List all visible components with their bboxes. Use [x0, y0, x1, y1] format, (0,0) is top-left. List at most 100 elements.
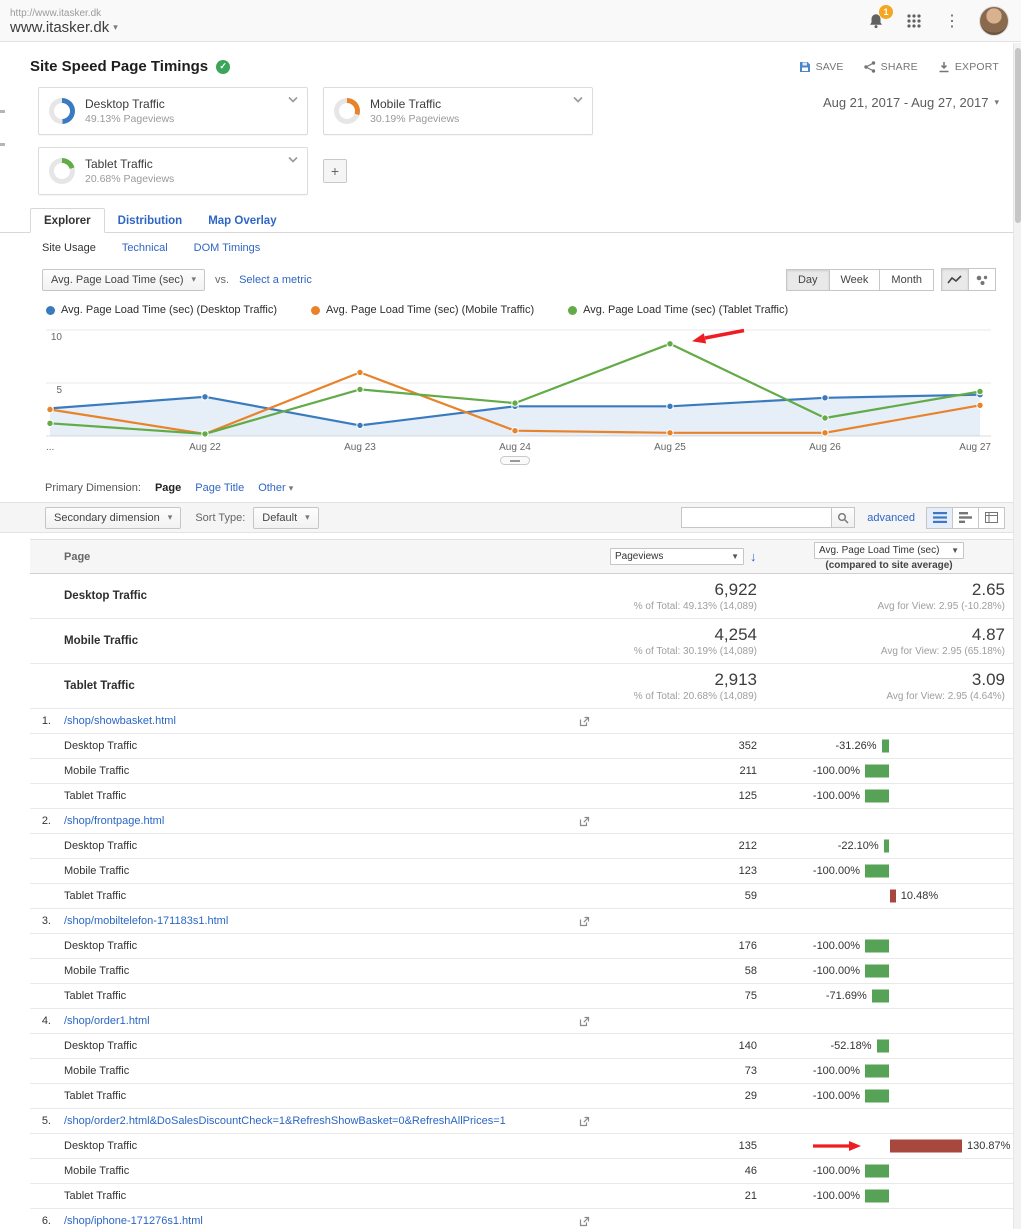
overflow-menu-button[interactable]: ⋮ [941, 10, 963, 32]
secondary-dimension-button[interactable]: Secondary dimension ▾ [45, 506, 182, 529]
sort-type-label: Sort Type: [195, 511, 246, 524]
dimension-page-title[interactable]: Page Title [195, 482, 245, 494]
page-row: 4. /shop/order1.html [30, 1009, 1013, 1034]
open-in-new-icon[interactable] [579, 716, 590, 727]
granularity-week-button[interactable]: Week [828, 268, 881, 291]
granularity-day-button[interactable]: Day [785, 268, 830, 291]
open-in-new-icon[interactable] [579, 1016, 590, 1027]
pivot-view-button[interactable] [978, 506, 1005, 529]
sort-direction-icon[interactable]: ↓ [750, 549, 757, 564]
open-in-new-icon[interactable] [579, 816, 590, 827]
verified-check-icon: ✓ [216, 59, 231, 74]
pageviews-value: 176 [738, 940, 757, 952]
metric-select[interactable]: Avg. Page Load Time (sec) ▾ [42, 268, 206, 291]
granularity-month-button[interactable]: Month [879, 268, 934, 291]
motion-chart-icon [976, 275, 988, 285]
save-button[interactable]: SAVE [799, 61, 844, 73]
segment-donut-icon [334, 98, 360, 124]
page-link[interactable]: /shop/iphone-171276s1.html [64, 1215, 203, 1227]
date-range-picker[interactable]: Aug 21, 2017 - Aug 27, 2017 ▾ [822, 95, 999, 110]
legend-item-avg-page-load-time-sec-desktop-traffic-[interactable]: Avg. Page Load Time (sec) (Desktop Traff… [46, 304, 277, 316]
delta-percentage: -100.00% [812, 1065, 860, 1077]
segment-card-desktop-traffic[interactable]: Desktop Traffic 49.13% Pageviews [38, 87, 308, 135]
table-header-row: Page Pageviews ▼ ↓ Avg. Page Load Time (… [30, 539, 1013, 574]
segment-detail-row: Tablet Traffic 59 10.48% [30, 884, 1013, 909]
apps-grid-button[interactable] [903, 10, 925, 32]
avatar[interactable] [979, 5, 1009, 36]
page-link[interactable]: /shop/order1.html [64, 1015, 150, 1027]
kebab-icon: ⋮ [944, 12, 960, 30]
view-selector[interactable]: www.itasker.dk ▾ [10, 19, 118, 36]
pageviews-value: 135 [738, 1140, 757, 1152]
collapse-timeline-handle[interactable] [500, 456, 530, 465]
export-button[interactable]: EXPORT [938, 61, 999, 73]
motion-chart-view-button[interactable] [968, 268, 996, 291]
chevron-down-icon: ▾ [994, 97, 999, 107]
scrollbar-thumb[interactable] [1015, 48, 1021, 223]
chevron-down-icon[interactable] [572, 96, 584, 104]
open-in-new-icon[interactable] [579, 1116, 590, 1127]
svg-text:Aug 27: Aug 27 [959, 442, 991, 453]
share-button[interactable]: SHARE [863, 61, 918, 73]
notifications-button[interactable]: 1 [865, 4, 893, 32]
pageviews-value: 29 [744, 1090, 757, 1102]
delta-percentage: 10.48% [900, 890, 939, 902]
comparison-view-button[interactable] [952, 506, 979, 529]
search-button[interactable] [831, 507, 856, 528]
subtab-site-usage[interactable]: Site Usage [42, 242, 96, 254]
segment-card-tablet-traffic[interactable]: Tablet Traffic 20.68% Pageviews [38, 147, 308, 195]
line-chart-view-button[interactable] [941, 268, 969, 291]
add-segment-button[interactable]: + [323, 159, 347, 183]
data-table-view-button[interactable] [926, 506, 953, 529]
pageviews-total-sub: % of Total: 20.68% (14,089) [633, 691, 757, 702]
chevron-down-icon[interactable] [287, 96, 299, 104]
segment-row-name: Tablet Traffic [64, 790, 127, 802]
pageviews-value: 58 [744, 965, 757, 977]
subtab-dom-timings[interactable]: DOM Timings [193, 242, 261, 254]
dimension-other[interactable]: Other ▾ [258, 482, 294, 494]
search-icon [838, 512, 849, 523]
segment-row-name: Tablet Traffic [64, 1090, 127, 1102]
chevron-down-icon[interactable] [287, 156, 299, 164]
delta-bar [876, 1039, 889, 1053]
tab-map-overlay[interactable]: Map Overlay [208, 215, 277, 227]
avg-load-time-metric-select[interactable]: Avg. Page Load Time (sec) ▼ [814, 542, 964, 559]
row-number: 4. [41, 1015, 51, 1027]
page-link[interactable]: /shop/order2.html&DoSalesDiscountCheck=1… [64, 1115, 506, 1127]
tab-distribution[interactable]: Distribution [117, 215, 183, 227]
segment-detail-row: Desktop Traffic 176 -100.00% [30, 934, 1013, 959]
open-in-new-icon[interactable] [579, 1216, 590, 1227]
tab-explorer[interactable]: Explorer [30, 208, 105, 233]
table-search: advanced [681, 506, 1005, 529]
segment-card-mobile-traffic[interactable]: Mobile Traffic 30.19% Pageviews [323, 87, 593, 135]
legend-dot-icon [568, 305, 578, 315]
open-in-new-icon[interactable] [579, 916, 590, 927]
column-header-page[interactable]: Page [64, 550, 91, 563]
primary-dimension-label: Primary Dimension: [45, 482, 141, 494]
svg-text:Aug 24: Aug 24 [499, 442, 531, 453]
page-link[interactable]: /shop/frontpage.html [64, 815, 165, 827]
pageviews-metric-select[interactable]: Pageviews ▼ [610, 548, 744, 565]
page-link[interactable]: /shop/showbasket.html [64, 715, 176, 727]
advanced-filter-link[interactable]: advanced [867, 511, 915, 524]
subtab-technical[interactable]: Technical [121, 242, 168, 254]
select-a-metric-link[interactable]: Select a metric [239, 273, 312, 286]
table-grid-icon [932, 512, 947, 523]
sort-type-select[interactable]: Default ▾ [253, 506, 319, 529]
delta-percentage: -31.26% [835, 740, 877, 752]
segment-row-name: Mobile Traffic [64, 765, 130, 777]
chart-plot-area[interactable]: 5 10... Aug 22 Aug 23 Aug 24 Aug 25 Aug 26 Aug … [46, 324, 991, 459]
svg-text:5: 5 [56, 385, 62, 396]
segment-detail-row: Mobile Traffic 73 -100.00% [30, 1059, 1013, 1084]
delta-bar [883, 839, 889, 853]
legend-item-avg-page-load-time-sec-mobile-traffic-[interactable]: Avg. Page Load Time (sec) (Mobile Traffi… [311, 304, 534, 316]
vertical-scrollbar[interactable] [1013, 43, 1021, 1229]
search-input[interactable] [681, 507, 832, 528]
dimension-page[interactable]: Page [154, 482, 182, 494]
page-link[interactable]: /shop/mobiltelefon-171183s1.html [64, 915, 229, 927]
page-row: 6. /shop/iphone-171276s1.html [30, 1209, 1013, 1229]
table-body: Desktop Traffic 6,922 % of Total: 49.13%… [30, 574, 1013, 1229]
segment-donut-icon [49, 98, 75, 124]
legend-item-avg-page-load-time-sec-tablet-traffic-[interactable]: Avg. Page Load Time (sec) (Tablet Traffi… [568, 304, 788, 316]
granularity-controls: Day Week Month [785, 268, 996, 291]
